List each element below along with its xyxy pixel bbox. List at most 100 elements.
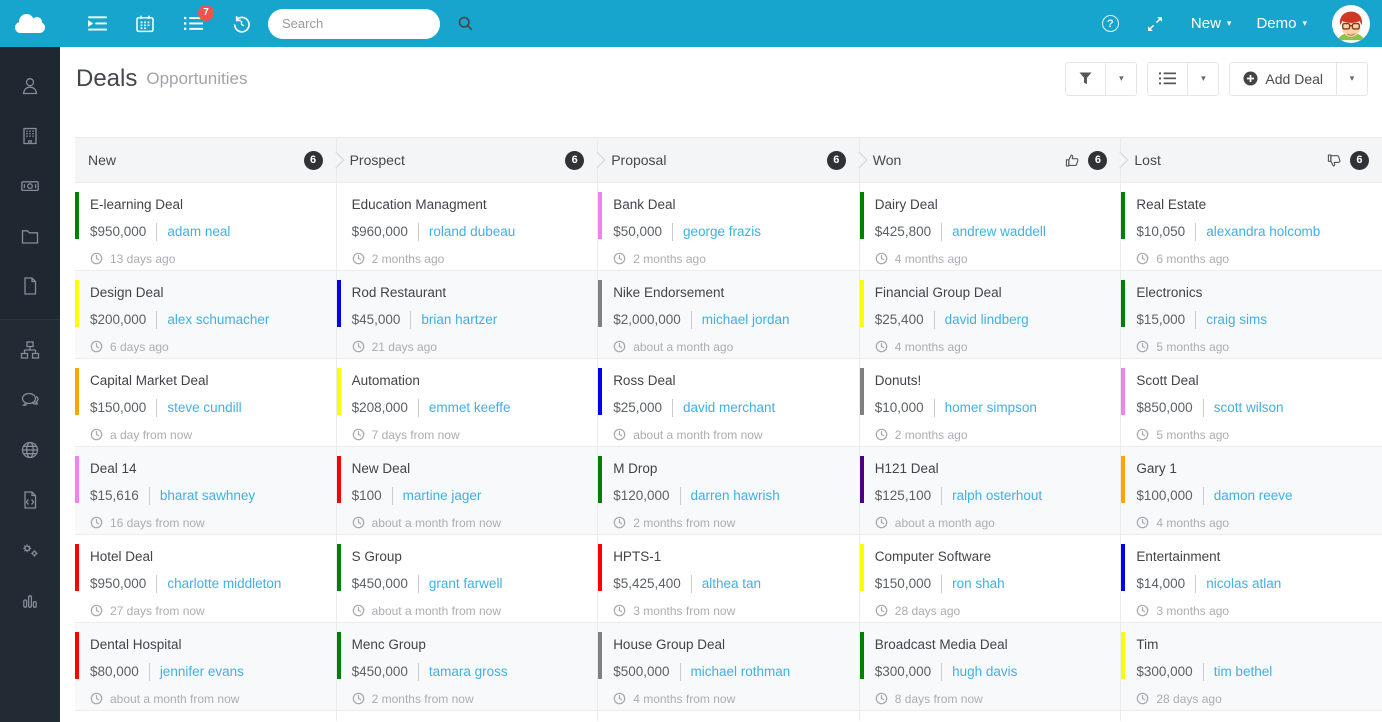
deal-contact-link[interactable]: adam neal <box>167 223 231 239</box>
sidebar-item-settings[interactable] <box>0 525 60 575</box>
deal-contact-link[interactable]: grant farwell <box>428 575 503 591</box>
expand-icon[interactable] <box>1144 13 1166 35</box>
deal-contact-link[interactable]: george frazis <box>683 223 762 239</box>
deal-card[interactable]: Rod Restaurant $45,000 brian hartzer 21 day… <box>336 271 598 359</box>
deal-card[interactable]: Education Managment $960,000 roland dubeau… <box>336 183 598 271</box>
deal-contact-link[interactable]: homer simpson <box>944 399 1037 415</box>
deal-card[interactable]: Financial Group Deal $25,400 david lindber… <box>859 271 1121 359</box>
deal-card[interactable]: Deal 14 $15,616 bharat sawhney 16 days from… <box>75 447 336 535</box>
deal-card[interactable]: Nike Endorsement $2,000,000 michael jordan… <box>598 271 859 359</box>
kanban-column-prospect: Prospect 6 Education Managment $960,000 rola… <box>335 137 598 721</box>
deal-contact-link[interactable]: nicolas atlan <box>1206 575 1282 591</box>
list-view-button[interactable] <box>1147 61 1189 96</box>
deal-card[interactable]: Broadcast Media Deal $300,000 hugh davis 8 … <box>859 623 1121 711</box>
history-icon[interactable] <box>230 13 252 35</box>
sidebar-item-reports[interactable] <box>0 575 60 625</box>
deal-card[interactable]: Tim $300,000 tim bethel 28 days ago <box>1121 623 1382 711</box>
deal-contact-link[interactable]: emmet keeffe <box>428 399 511 415</box>
deal-contact-link[interactable]: michael rothman <box>690 663 791 679</box>
deal-contact-link[interactable]: alex schumacher <box>167 311 270 327</box>
deal-card[interactable]: Electronics $15,000 craig sims 5 months ago <box>1121 271 1382 359</box>
deal-contact-link[interactable]: craig sims <box>1206 311 1267 327</box>
deal-amount: $450,000 <box>351 663 408 679</box>
user-avatar[interactable] <box>1332 4 1370 43</box>
deal-contact-link[interactable]: tim bethel <box>1213 663 1273 679</box>
deal-contact-link[interactable]: tamara gross <box>428 663 508 679</box>
add-deal-dropdown-button[interactable]: ▾ <box>1337 61 1368 96</box>
calendar-icon[interactable] <box>134 13 156 35</box>
user-menu[interactable]: Demo ▾ <box>1256 15 1307 32</box>
deal-card[interactable]: Capital Market Deal $150,000 steve cundill… <box>75 359 336 447</box>
deal-contact-link[interactable]: martine jager <box>402 487 482 503</box>
search-input[interactable] <box>282 16 458 31</box>
deal-modified-time: about a month ago <box>613 340 845 354</box>
sidebar-item-org-structure[interactable] <box>0 325 60 375</box>
deal-card[interactable]: Real Estate $10,050 alexandra holcomb 6 mon… <box>1121 183 1382 271</box>
deal-contact-link[interactable]: steve cundill <box>167 399 242 415</box>
deal-contact-link[interactable]: ralph osterhout <box>952 487 1043 503</box>
deal-contact-link[interactable]: roland dubeau <box>428 223 516 239</box>
search-icon[interactable] <box>458 16 473 31</box>
app-logo[interactable] <box>0 0 60 47</box>
stage-color-bar <box>598 280 603 327</box>
sidebar-item-chat[interactable] <box>0 375 60 425</box>
deal-card[interactable]: Gary 1 $100,000 damon reeve 4 months ago <box>1121 447 1382 535</box>
deal-amount: $500,000 <box>613 663 670 679</box>
sidebar-item-contacts[interactable] <box>0 61 60 111</box>
deal-title: Dental Hospital <box>90 637 182 652</box>
sidebar-item-web[interactable] <box>0 425 60 475</box>
view-dropdown-button[interactable]: ▾ <box>1188 61 1220 96</box>
deal-contact-link[interactable]: charlotte middleton <box>167 575 282 591</box>
add-deal-button[interactable]: Add Deal <box>1229 61 1337 96</box>
deal-contact-link[interactable]: damon reeve <box>1213 487 1293 503</box>
deal-contact-link[interactable]: jennifer evans <box>159 663 244 679</box>
deal-contact-link[interactable]: andrew waddell <box>952 223 1046 239</box>
help-icon[interactable]: ? <box>1101 15 1119 32</box>
deal-contact-link[interactable]: david lindberg <box>944 311 1029 327</box>
deal-contact-link[interactable]: bharat sawhney <box>159 487 256 503</box>
chevron-down-icon: ▾ <box>1119 73 1124 83</box>
deal-card[interactable]: Donuts! $10,000 homer simpson 2 months ago <box>859 359 1121 447</box>
deal-card[interactable]: House Group Deal $500,000 michael rothman 4… <box>598 623 859 711</box>
sidebar-item-documents[interactable] <box>0 261 60 311</box>
deal-card[interactable]: M Drop $120,000 darren hawrish 2 months fro… <box>598 447 859 535</box>
tasks-icon[interactable]: 7 <box>182 4 214 35</box>
deal-card[interactable]: Menc Group $450,000 tamara gross 2 months f… <box>336 623 598 711</box>
page-subtitle: Opportunities <box>146 68 248 88</box>
deal-contact-link[interactable]: david merchant <box>683 399 776 415</box>
deal-contact-link[interactable]: althea tan <box>701 575 762 591</box>
deal-card[interactable]: Bank Deal $50,000 george frazis 2 months ag… <box>598 183 859 271</box>
deal-card[interactable]: New Deal $100 martine jager about a month f… <box>336 447 598 535</box>
deal-card[interactable]: Ross Deal $25,000 david merchant about a mo… <box>598 359 859 447</box>
deal-contact-link[interactable]: alexandra holcomb <box>1206 223 1321 239</box>
deal-contact-link[interactable]: michael jordan <box>701 311 790 327</box>
deal-card[interactable]: HPTS-1 $5,425,400 althea tan 3 months from … <box>598 535 859 623</box>
deal-card[interactable]: H121 Deal $125,100 ralph osterhout about a … <box>859 447 1121 535</box>
divider <box>1202 398 1204 417</box>
deal-contact-link[interactable]: darren hawrish <box>690 487 780 503</box>
sidebar-item-deals[interactable] <box>0 161 60 211</box>
deal-contact-link[interactable]: ron shah <box>952 575 1005 591</box>
sidebar-item-companies[interactable] <box>0 111 60 161</box>
deal-contact-link[interactable]: scott wilson <box>1213 399 1284 415</box>
filter-button[interactable] <box>1065 61 1107 96</box>
sidebar-item-code-document[interactable] <box>0 475 60 525</box>
sidebar-toggle-icon[interactable] <box>86 13 108 35</box>
deal-card[interactable]: Automation $208,000 emmet keeffe 7 days fro… <box>336 359 598 447</box>
deal-amount: $425,800 <box>874 223 932 239</box>
deal-contact-link[interactable]: brian hartzer <box>421 311 498 327</box>
deal-contact-link[interactable]: hugh davis <box>952 663 1018 679</box>
deal-card[interactable]: Dairy Deal $425,800 andrew waddell 4 months… <box>859 183 1121 271</box>
new-menu[interactable]: New ▾ <box>1190 15 1232 32</box>
deal-card[interactable]: Entertainment $14,000 nicolas atlan 3 month… <box>1121 535 1382 623</box>
deal-card[interactable]: Hotel Deal $950,000 charlotte middleton 27 … <box>75 535 336 623</box>
deal-card[interactable]: Computer Software $150,000 ron shah 28 days… <box>859 535 1121 623</box>
deal-card[interactable]: Dental Hospital $80,000 jennifer evans abou… <box>75 623 336 711</box>
sidebar-item-folders[interactable] <box>0 211 60 261</box>
deal-modified-time: 5 months ago <box>1136 428 1368 442</box>
deal-card[interactable]: E-learning Deal $950,000 adam neal 13 days … <box>75 183 336 271</box>
deal-card[interactable]: S Group $450,000 grant farwell about a mont… <box>336 535 598 623</box>
deal-card[interactable]: Scott Deal $850,000 scott wilson 5 months a… <box>1121 359 1382 447</box>
filter-dropdown-button[interactable]: ▾ <box>1106 61 1138 96</box>
deal-card[interactable]: Design Deal $200,000 alex schumacher 6 days… <box>75 271 336 359</box>
